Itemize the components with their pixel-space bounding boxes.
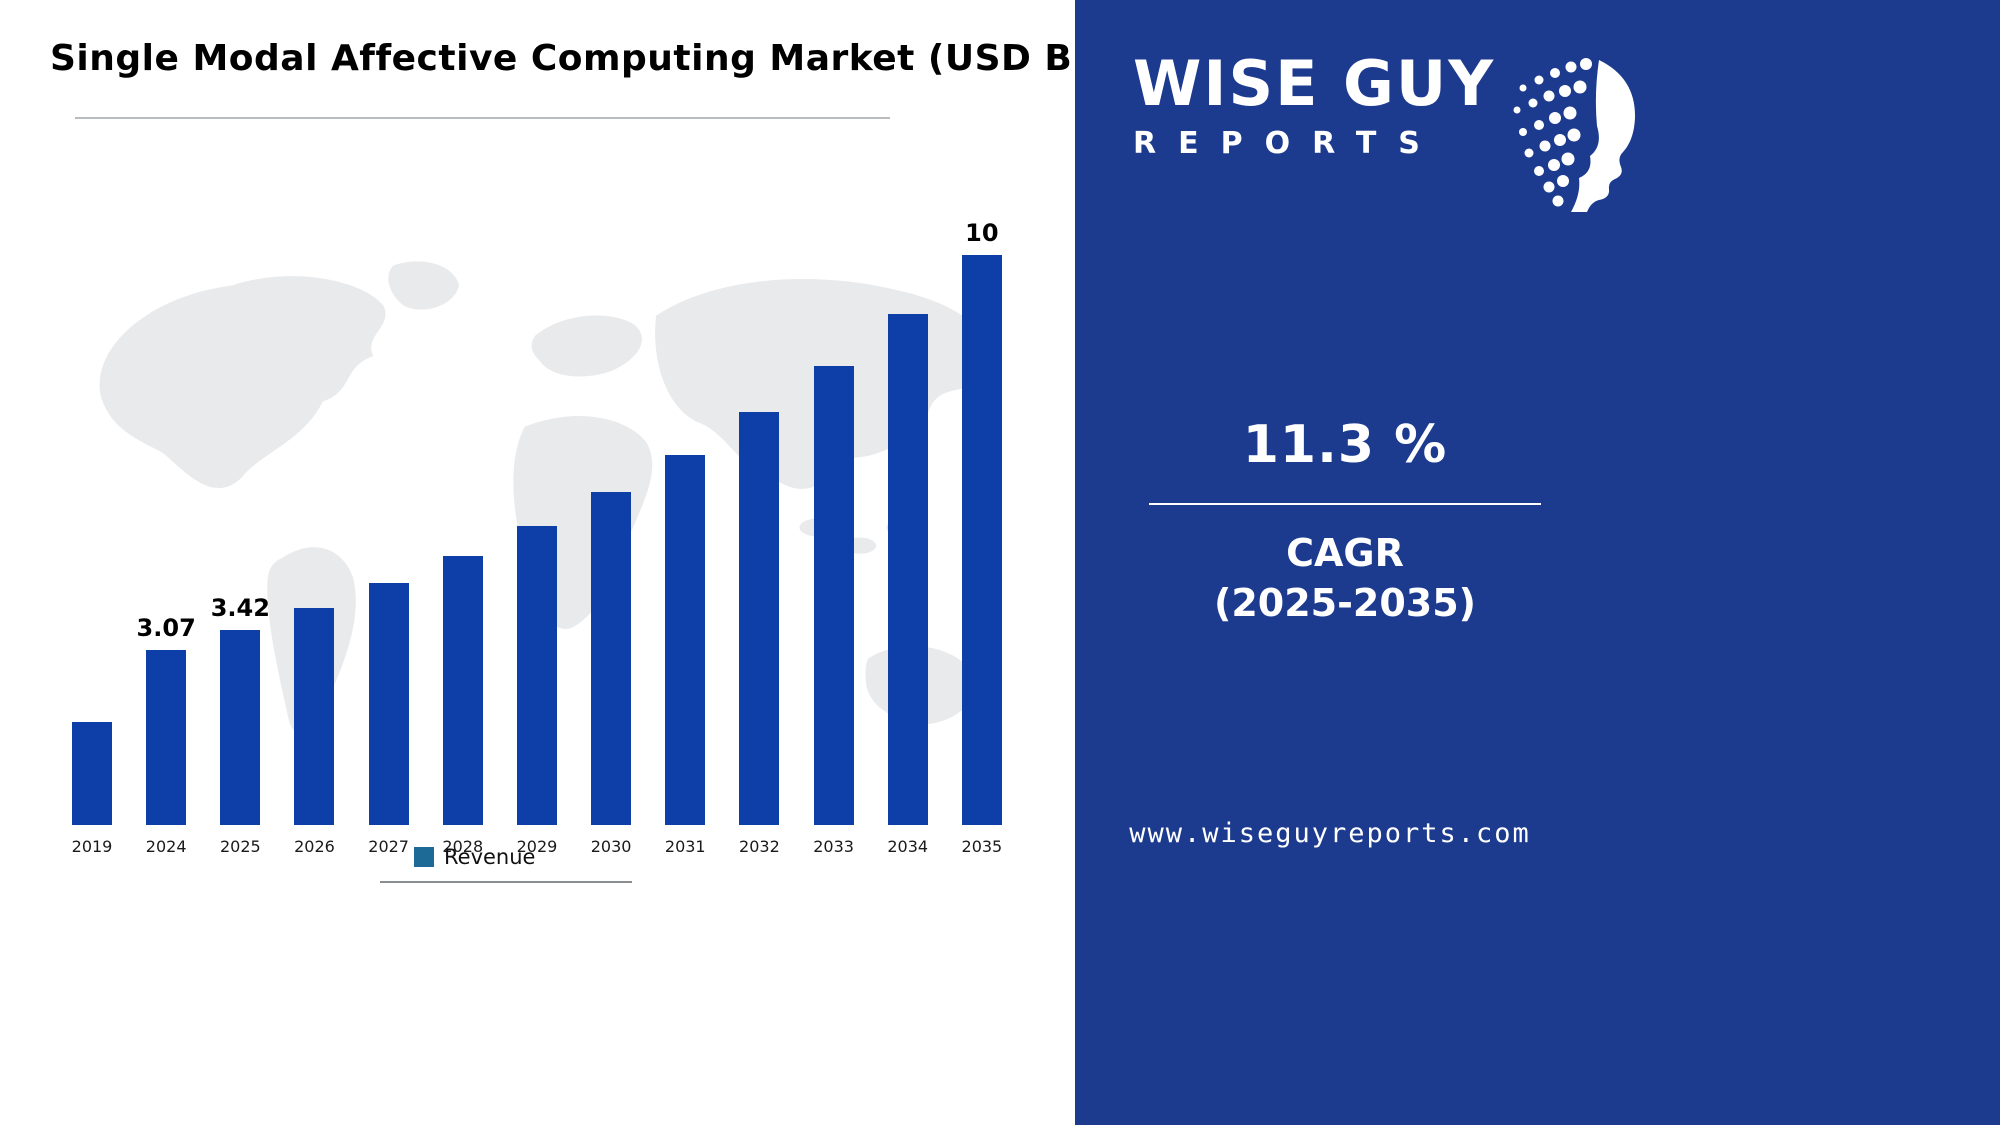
logo-subtitle: REPORTS xyxy=(1133,126,1442,162)
x-tick-label: 2030 xyxy=(590,837,632,856)
x-tick-label: 2026 xyxy=(294,837,335,856)
cagr-range: (2025-2035) xyxy=(1213,581,1477,625)
revenue-bar[interactable] xyxy=(146,650,187,825)
title-divider xyxy=(75,117,890,119)
bar-value-label: 10 xyxy=(965,219,999,247)
bar-value-label: 3.07 xyxy=(136,614,196,643)
x-tick-label: 2032 xyxy=(739,837,780,856)
wise-guy-reports-logo: WISE GUY REPORTS xyxy=(1133,47,1651,214)
x-tick-label: 2034 xyxy=(887,837,929,856)
revenue-bar[interactable] xyxy=(591,492,632,825)
bar-column xyxy=(507,255,567,825)
x-tick-label: 2019 xyxy=(71,837,113,856)
cagr-value: 11.3 % xyxy=(1242,415,1448,475)
bar-column xyxy=(284,255,344,825)
x-tick-label: 2025 xyxy=(219,837,261,856)
cagr-block: 11.3 % CAGR (2025-2035) xyxy=(1135,415,1555,625)
x-tick-label: 2027 xyxy=(368,837,409,856)
cagr-divider xyxy=(1149,503,1541,505)
bar-plot: 3.07 3.42 10 xyxy=(62,219,1012,825)
cagr-label: CAGR xyxy=(1286,531,1404,575)
revenue-bar[interactable] xyxy=(961,255,1002,825)
bar-column xyxy=(62,255,122,825)
bar-column xyxy=(581,255,641,825)
bar-value-label: 3.42 xyxy=(210,594,270,623)
revenue-bar[interactable] xyxy=(665,454,706,825)
bar-column: 3.42 xyxy=(210,255,270,825)
revenue-bar[interactable] xyxy=(220,630,261,825)
bar-column: 3.07 xyxy=(136,255,196,825)
x-tick-label: 2035 xyxy=(961,837,1003,856)
revenue-bar[interactable] xyxy=(739,412,780,825)
bar-column xyxy=(433,255,493,825)
logo-text: WISE GUY REPORTS xyxy=(1133,47,1496,162)
bar-column xyxy=(804,255,864,825)
bar-column xyxy=(655,255,715,825)
logo-wordmark: WISE GUY xyxy=(1133,47,1496,120)
bar-column xyxy=(729,255,789,825)
revenue-bar[interactable] xyxy=(813,365,854,825)
revenue-bar[interactable] xyxy=(368,583,409,825)
legend-label: Revenue xyxy=(444,845,536,869)
revenue-bar[interactable] xyxy=(294,607,335,825)
revenue-bar[interactable] xyxy=(442,555,483,825)
year-axis: 2019 2024 2025 2026 2027 2028 2029 2030 2031 2032… xyxy=(62,837,1012,856)
bar-column: 10 xyxy=(952,219,1012,825)
brand-panel: WISE GUY REPORTS 11.3 % CAGR (2025-2035)… xyxy=(1075,0,2000,1125)
bar-column xyxy=(878,255,938,825)
bar-chart: 3.07 3.42 10 2019 2024 2025 2026 2027 2028 2029 2… xyxy=(62,219,1012,856)
x-tick-label: 2033 xyxy=(813,837,854,856)
dotted-head-icon xyxy=(1513,58,1636,212)
x-tick-label: 2031 xyxy=(664,837,706,856)
chart-legend: Revenue xyxy=(380,843,632,883)
x-tick-label: 2024 xyxy=(145,837,187,856)
bar-column xyxy=(359,255,419,825)
legend-swatch xyxy=(414,847,434,867)
revenue-bar[interactable] xyxy=(887,313,928,825)
x-tick-label: 2028 xyxy=(442,837,484,856)
website-url[interactable]: www.wiseguyreports.com xyxy=(1129,818,1531,849)
revenue-bar[interactable] xyxy=(72,722,112,825)
chart-title: Single Modal Affective Computing Market … xyxy=(50,38,1116,79)
x-tick-label: 2029 xyxy=(516,837,558,856)
revenue-bar[interactable] xyxy=(516,525,557,825)
